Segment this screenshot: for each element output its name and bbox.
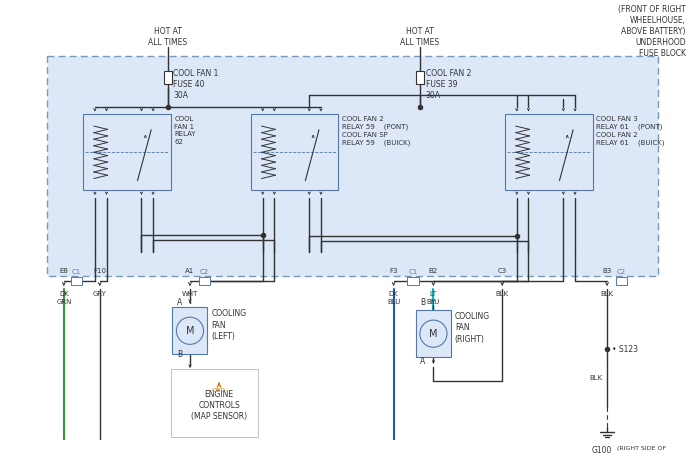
Text: COOLING
FAN
(LEFT): COOLING FAN (LEFT) bbox=[211, 310, 246, 340]
Text: C2: C2 bbox=[617, 270, 626, 276]
Text: LT
BLU: LT BLU bbox=[427, 291, 440, 305]
Bar bbox=[407, 277, 419, 285]
Bar bbox=[83, 114, 171, 190]
Text: COOL FAN 2
RELAY 59    (PONT)
COOL FAN SP
RELAY 59    (BUICK): COOL FAN 2 RELAY 59 (PONT) COOL FAN SP R… bbox=[342, 116, 411, 146]
Bar bbox=[616, 277, 627, 285]
Text: BLK: BLK bbox=[496, 291, 509, 297]
Text: WHT: WHT bbox=[182, 291, 198, 297]
Bar bbox=[71, 277, 83, 285]
Text: DK
BLU: DK BLU bbox=[387, 291, 400, 305]
Text: C3: C3 bbox=[498, 267, 507, 274]
Text: ENGINE
CONTROLS
(MAP SENSOR): ENGINE CONTROLS (MAP SENSOR) bbox=[191, 390, 247, 421]
Text: GRY: GRY bbox=[93, 291, 106, 297]
Text: HOT AT
ALL TIMES: HOT AT ALL TIMES bbox=[148, 27, 187, 47]
Text: COOL FAN 3
RELAY 61    (PONT)
COOL FAN 2
RELAY 61    (BUICK): COOL FAN 3 RELAY 61 (PONT) COOL FAN 2 RE… bbox=[596, 116, 665, 146]
Text: M: M bbox=[429, 329, 438, 339]
Text: F3: F3 bbox=[389, 267, 398, 274]
Bar bbox=[416, 71, 423, 84]
Text: (FRONT OF RIGHT
WHEELHOUSE,
ABOVE BATTERY)
UNDERHOOD
FUSE BLOCK: (FRONT OF RIGHT WHEELHOUSE, ABOVE BATTER… bbox=[617, 5, 685, 58]
Text: DK
GRN: DK GRN bbox=[56, 291, 71, 305]
Bar bbox=[171, 369, 258, 436]
Bar bbox=[505, 114, 592, 190]
Text: B: B bbox=[177, 350, 182, 359]
Text: C1: C1 bbox=[72, 270, 81, 276]
Text: OBD: OBD bbox=[212, 388, 226, 393]
Text: B2: B2 bbox=[429, 267, 438, 274]
Text: G100: G100 bbox=[592, 446, 612, 454]
Bar bbox=[164, 71, 172, 84]
Text: A: A bbox=[177, 298, 182, 307]
Text: B: B bbox=[421, 298, 426, 307]
Text: HOT AT
ALL TIMES: HOT AT ALL TIMES bbox=[400, 27, 440, 47]
Text: BLK: BLK bbox=[589, 375, 602, 381]
Text: (RIGHT SIDE OF: (RIGHT SIDE OF bbox=[617, 446, 666, 451]
FancyBboxPatch shape bbox=[48, 56, 659, 276]
Text: C1: C1 bbox=[408, 270, 418, 276]
Text: BLK: BLK bbox=[601, 291, 614, 297]
Text: COOL FAN 1
FUSE 40
30A: COOL FAN 1 FUSE 40 30A bbox=[174, 69, 219, 100]
Text: B3: B3 bbox=[603, 267, 612, 274]
Text: M: M bbox=[186, 326, 194, 336]
Text: E8: E8 bbox=[60, 267, 69, 274]
Bar bbox=[172, 307, 207, 354]
Circle shape bbox=[176, 317, 204, 344]
Bar bbox=[251, 114, 338, 190]
Text: • S123: • S123 bbox=[612, 345, 638, 354]
Text: COOL FAN 2
FUSE 39
30A: COOL FAN 2 FUSE 39 30A bbox=[426, 69, 471, 100]
Text: COOLING
FAN
(RIGHT): COOLING FAN (RIGHT) bbox=[455, 312, 490, 344]
Circle shape bbox=[420, 320, 447, 347]
Text: A: A bbox=[421, 357, 426, 366]
Text: COOL
FAN 1
RELAY
62: COOL FAN 1 RELAY 62 bbox=[174, 116, 196, 145]
Text: C2: C2 bbox=[200, 270, 209, 276]
Text: A1: A1 bbox=[186, 267, 195, 274]
Text: F10: F10 bbox=[93, 267, 106, 274]
Bar bbox=[416, 311, 451, 357]
Bar bbox=[199, 277, 210, 285]
